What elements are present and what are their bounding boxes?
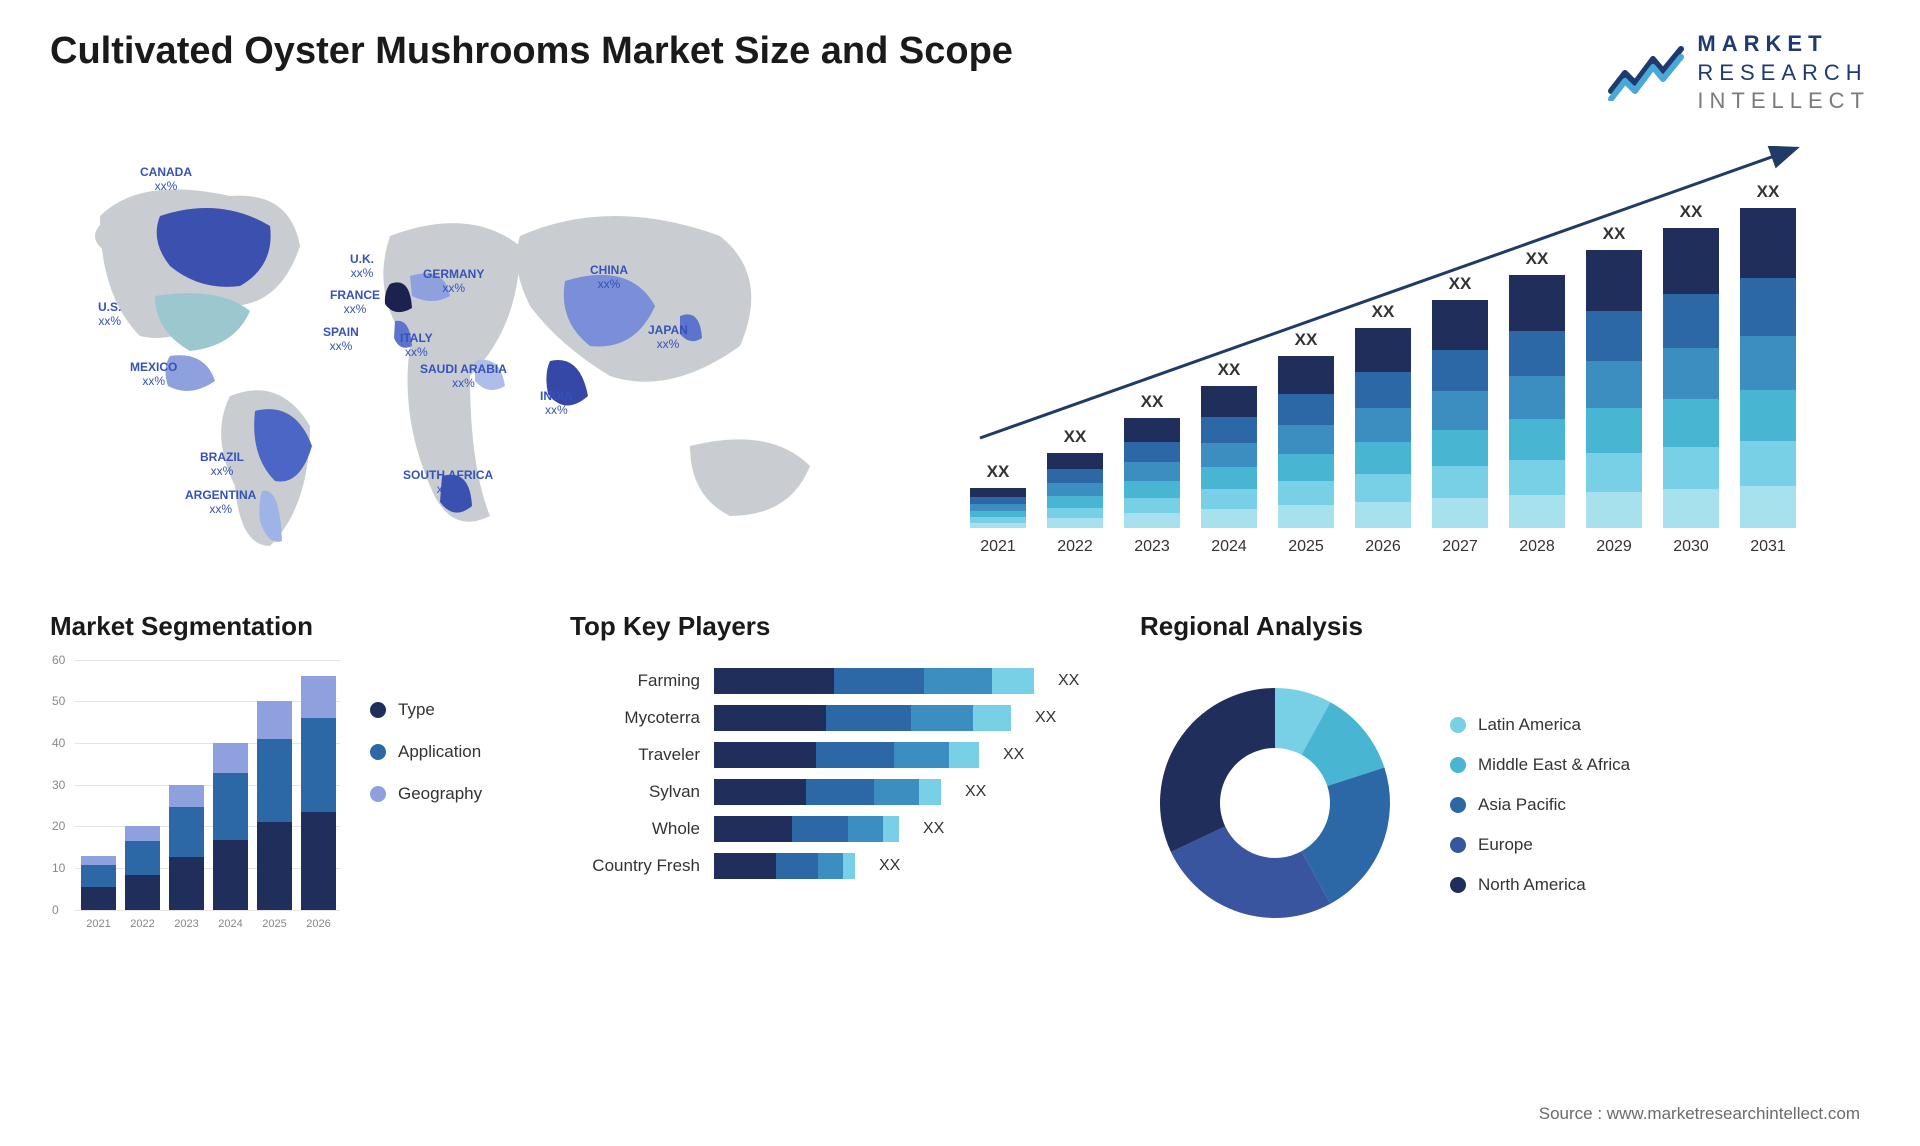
page-title: Cultivated Oyster Mushrooms Market Size … [50,30,1013,73]
world-map: CANADAxx% U.S.xx% MEXICOxx% BRAZILxx% ARGENT… [50,146,920,566]
player-bar [714,779,941,805]
regional-legend-item: Middle East & Africa [1450,755,1630,775]
seg-ytick: 60 [52,653,65,667]
map-label: GERMANYxx% [423,268,484,296]
seg-category: 2021 [81,918,116,930]
seg-ytick: 10 [52,861,65,875]
regional-legend-item: Asia Pacific [1450,795,1630,815]
player-value: XX [1035,709,1056,727]
player-label: Whole [570,819,700,839]
regional-title: Regional Analysis [1140,611,1870,642]
map-label: ITALYxx% [400,332,433,360]
player-value: XX [923,820,944,838]
seg-category: 2023 [169,918,204,930]
seg-bar [81,856,116,910]
players-title: Top Key Players [570,611,1100,642]
seg-ytick: 50 [52,694,65,708]
segmentation-legend: Type Application Geography [370,660,482,951]
main-bar-chart: 2021XX2022XX2023XX2024XX2025XX2026XX2027… [960,146,1870,566]
map-label: BRAZILxx% [200,451,244,479]
regional-donut [1140,668,1410,943]
logo-line3: INTELLECT [1697,87,1870,116]
brand-logo: MARKET RESEARCH INTELLECT [1607,30,1870,116]
map-label: INDIAxx% [540,390,573,418]
seg-bar [257,701,292,909]
player-label: Country Fresh [570,856,700,876]
seg-bar [301,676,336,909]
map-label: SOUTH AFRICAxx% [403,469,493,497]
player-value: XX [1003,746,1024,764]
map-label: SPAINxx% [323,326,359,354]
player-bar [714,742,979,768]
seg-ytick: 20 [52,819,65,833]
seg-category: 2025 [257,918,292,930]
player-bar [714,816,899,842]
player-row: Traveler XX [570,742,1100,768]
map-label: U.K.xx% [350,253,374,281]
seg-legend-item: Type [370,700,482,720]
segmentation-chart: 0102030405060202120222023202420252026 [50,660,340,932]
player-label: Farming [570,671,700,691]
map-label: SAUDI ARABIAxx% [420,363,507,391]
regional-legend: Latin America Middle East & Africa Asia Pa… [1450,715,1630,895]
regional-legend-item: North America [1450,875,1630,895]
seg-ytick: 0 [52,903,59,917]
map-label: CHINAxx% [590,264,628,292]
segmentation-title: Market Segmentation [50,611,530,642]
player-bar [714,853,855,879]
map-label: JAPANxx% [648,324,688,352]
player-row: Whole XX [570,816,1100,842]
player-row: Farming XX [570,668,1100,694]
seg-category: 2022 [125,918,160,930]
player-bar [714,668,1034,694]
seg-bar [125,826,160,909]
player-row: Country Fresh XX [570,853,1100,879]
players-panel: Top Key Players FarmingXXMycoterraXXTrav… [570,611,1100,951]
seg-bar [169,785,204,910]
seg-category: 2024 [213,918,248,930]
map-label: FRANCExx% [330,289,380,317]
seg-ytick: 30 [52,778,65,792]
player-bar [714,705,1011,731]
regional-panel: Regional Analysis Latin America Middle Ea… [1140,611,1870,951]
player-label: Mycoterra [570,708,700,728]
regional-legend-item: Latin America [1450,715,1630,735]
player-label: Traveler [570,745,700,765]
map-label: ARGENTINAxx% [185,489,256,517]
source-text: Source : www.marketresearchintellect.com [1539,1104,1860,1124]
seg-bar [213,743,248,910]
logo-line1: MARKET [1697,30,1870,59]
trend-arrow [960,146,1837,546]
seg-category: 2026 [301,918,336,930]
logo-icon [1607,45,1685,101]
map-label: U.S.xx% [98,301,121,329]
donut-slice [1160,688,1275,852]
player-value: XX [1058,672,1079,690]
logo-line2: RESEARCH [1697,59,1870,88]
player-value: XX [965,783,986,801]
map-label: MEXICOxx% [130,361,177,389]
seg-legend-item: Geography [370,784,482,804]
player-row: Mycoterra XX [570,705,1100,731]
seg-legend-item: Application [370,742,482,762]
players-chart: FarmingXXMycoterraXXTravelerXXSylvanXXWh… [570,660,1100,879]
map-label: CANADAxx% [140,166,192,194]
player-value: XX [879,857,900,875]
player-label: Sylvan [570,782,700,802]
player-row: Sylvan XX [570,779,1100,805]
segmentation-panel: Market Segmentation 0 10 20 30 40 50 60 2021 202… [50,611,530,951]
regional-legend-item: Europe [1450,835,1630,855]
seg-ytick: 40 [52,736,65,750]
